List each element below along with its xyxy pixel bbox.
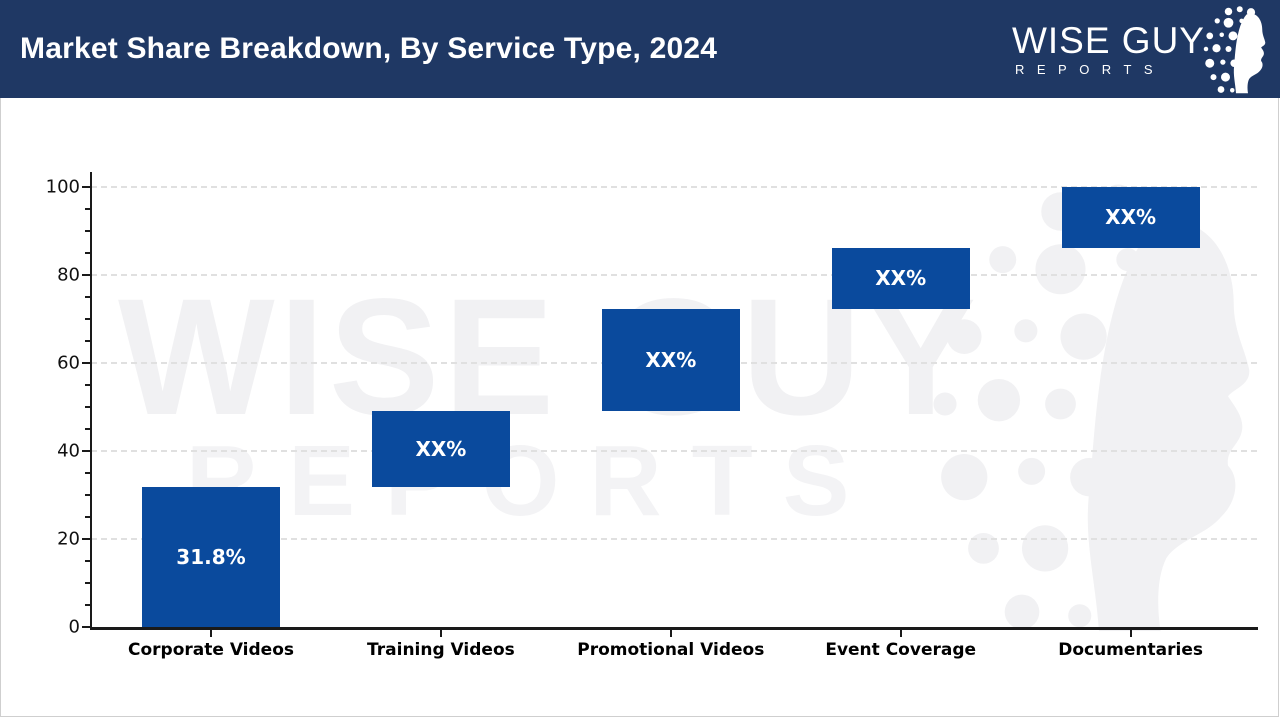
y-axis-minor-tick xyxy=(85,383,90,386)
x-axis-tick xyxy=(899,630,902,637)
y-axis-minor-tick xyxy=(85,339,90,342)
y-axis-line xyxy=(90,172,92,630)
x-axis-category-label: Documentaries xyxy=(1058,640,1203,660)
x-axis-category-label: Training Videos xyxy=(367,640,515,660)
header-band: Market Share Breakdown, By Service Type,… xyxy=(0,0,1280,98)
y-axis-tick-label: 80 xyxy=(57,264,80,286)
bar-value-label: XX% xyxy=(1105,205,1157,230)
y-axis-minor-tick xyxy=(85,559,90,562)
y-axis-minor-tick xyxy=(85,251,90,254)
bar-value-label: XX% xyxy=(645,347,697,372)
bar-value-label: XX% xyxy=(415,436,467,461)
y-axis-minor-tick xyxy=(85,229,90,232)
y-axis-minor-tick xyxy=(85,207,90,210)
gridline xyxy=(91,185,1257,188)
x-axis-tick xyxy=(669,630,672,637)
gridline xyxy=(91,273,1257,276)
x-axis-line xyxy=(90,627,1258,630)
logo-reports-label: REPORTS xyxy=(1014,62,1166,77)
y-axis-minor-tick xyxy=(85,317,90,320)
x-axis-category-label: Promotional Videos xyxy=(577,640,765,660)
y-axis-tick-label: 0 xyxy=(68,616,80,638)
x-axis-tick xyxy=(1129,630,1132,637)
gridline xyxy=(91,449,1257,452)
y-axis-minor-tick xyxy=(85,493,90,496)
y-axis-tick xyxy=(82,626,90,628)
y-axis-minor-tick xyxy=(85,471,90,474)
y-axis-tick-label: 100 xyxy=(45,176,80,197)
y-axis-minor-tick xyxy=(85,405,90,408)
bar-value-label: 31.8% xyxy=(176,544,246,569)
x-axis-tick xyxy=(210,630,212,637)
logo-wiseguy-label: WISE GUY xyxy=(1011,20,1205,61)
y-axis-tick-label: 20 xyxy=(57,528,80,550)
x-axis-category-label: Event Coverage xyxy=(825,640,977,660)
bar-value-label: XX% xyxy=(875,266,927,291)
y-axis-minor-tick xyxy=(85,603,90,606)
y-axis-tick-label: 40 xyxy=(57,440,80,462)
y-axis-tick-label: 60 xyxy=(57,352,80,374)
y-axis-tick xyxy=(82,185,90,188)
x-axis-category-label: Corporate Videos xyxy=(128,640,294,660)
brand-logo: WISE GUY REPORTS xyxy=(1012,4,1266,94)
bar-segment xyxy=(601,308,740,411)
bar-segment xyxy=(1061,186,1200,248)
brand-logo-text: WISE GUY REPORTS xyxy=(1012,22,1205,76)
y-axis-tick xyxy=(82,273,90,276)
bar-segment xyxy=(371,410,510,487)
y-axis-minor-tick xyxy=(85,295,90,298)
page-title: Market Share Breakdown, By Service Type,… xyxy=(20,32,718,65)
bar-segment xyxy=(831,247,970,309)
y-axis-minor-tick xyxy=(85,515,90,518)
bar-segment xyxy=(142,486,280,627)
gridline xyxy=(91,537,1257,540)
watermark-reports-text: REPORTS xyxy=(186,425,880,537)
x-axis-tick xyxy=(439,630,442,637)
y-axis-tick xyxy=(82,361,90,364)
y-axis-minor-tick xyxy=(85,427,90,430)
y-axis-minor-tick xyxy=(85,581,90,584)
y-axis-tick xyxy=(82,449,90,452)
y-axis-tick xyxy=(82,537,90,540)
